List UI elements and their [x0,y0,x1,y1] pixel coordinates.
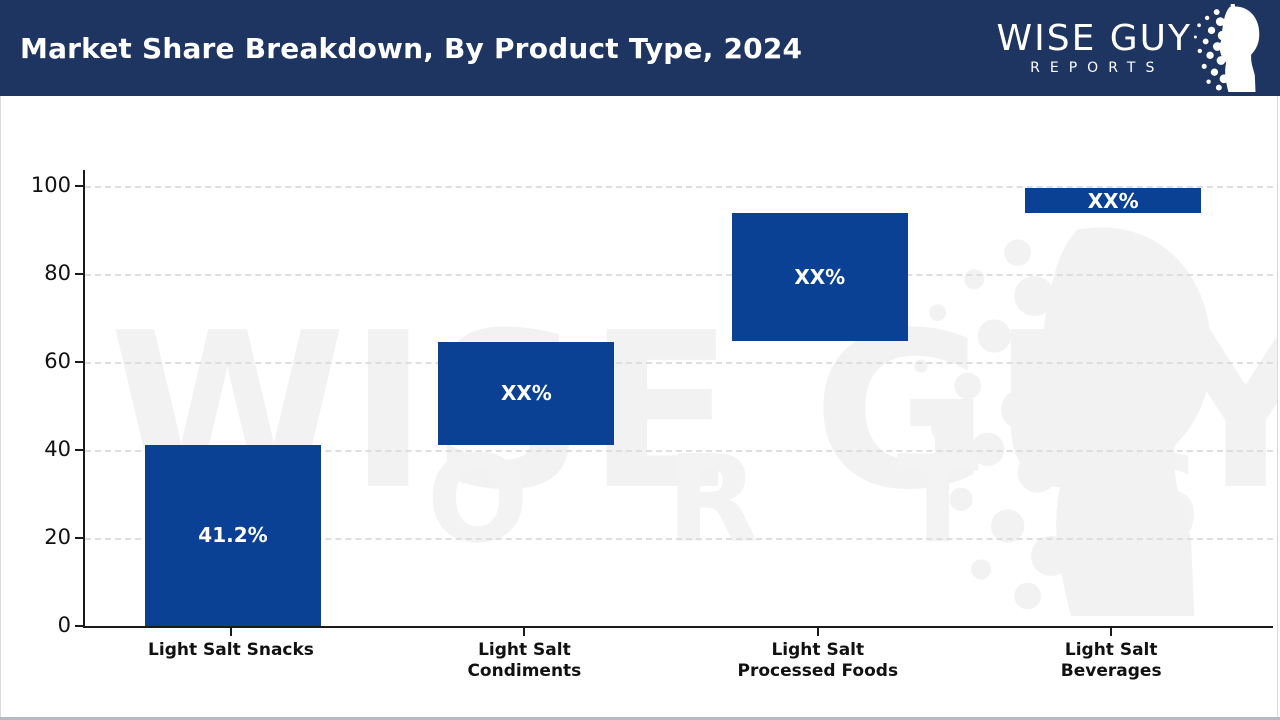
wise-guy-reports-logo: WISE GUY REPORTS [997,4,1280,92]
x-tick-mark [230,628,232,636]
header-band: Market Share Breakdown, By Product Type,… [0,0,1280,96]
logo-subtitle: REPORTS [1030,60,1165,76]
y-tick-mark [75,537,83,539]
gridline-20 [85,538,1273,540]
page-title: Market Share Breakdown, By Product Type,… [20,31,803,65]
x-category-label: Light Salt Condiments [467,640,582,681]
bar-value-label: XX% [500,381,552,406]
bar-segment: XX% [438,341,615,445]
y-tick-label: 20 [44,525,71,549]
y-tick-label: 40 [44,437,71,461]
y-tick-label: 60 [44,349,71,373]
bar-value-label: 41.2% [198,523,268,548]
y-tick-mark [75,361,83,363]
logo-text: WISE GUY REPORTS [996,18,1193,77]
y-tick-label: 100 [30,173,71,197]
bar-segment: 41.2% [145,444,321,626]
bar-segment: XX% [731,212,908,342]
x-category-label: Light Salt Processed Foods [737,640,899,681]
gridline-100 [85,186,1273,188]
y-tick-mark [75,273,83,275]
y-tick-label: 80 [44,261,71,285]
chart-area: WISE GUY P O R T S 41.2% XX% XX% XX% [0,96,1278,717]
x-tick-mark [1110,628,1113,636]
y-tick-mark [75,185,83,187]
gridline-40 [85,450,1273,452]
x-category-label: Light Salt Snacks [148,640,314,660]
dotted-face-icon [1193,4,1260,92]
logo-wordmark: WISE GUY [996,18,1192,59]
gridline-80 [85,274,1273,276]
bar-value-label: XX% [794,265,846,290]
x-tick-mark [816,628,819,636]
x-tick-mark [523,628,526,636]
gridline-60 [85,362,1273,364]
y-tick-label: 0 [57,613,71,637]
bar-value-label: XX% [1087,188,1139,213]
y-tick-mark [75,625,83,627]
x-category-label: Light Salt Beverages [1060,640,1162,681]
bar-segment: XX% [1025,188,1202,214]
y-tick-mark [75,449,83,451]
plot-region: 41.2% XX% XX% XX% [83,170,1273,628]
bottom-border [0,717,1280,720]
